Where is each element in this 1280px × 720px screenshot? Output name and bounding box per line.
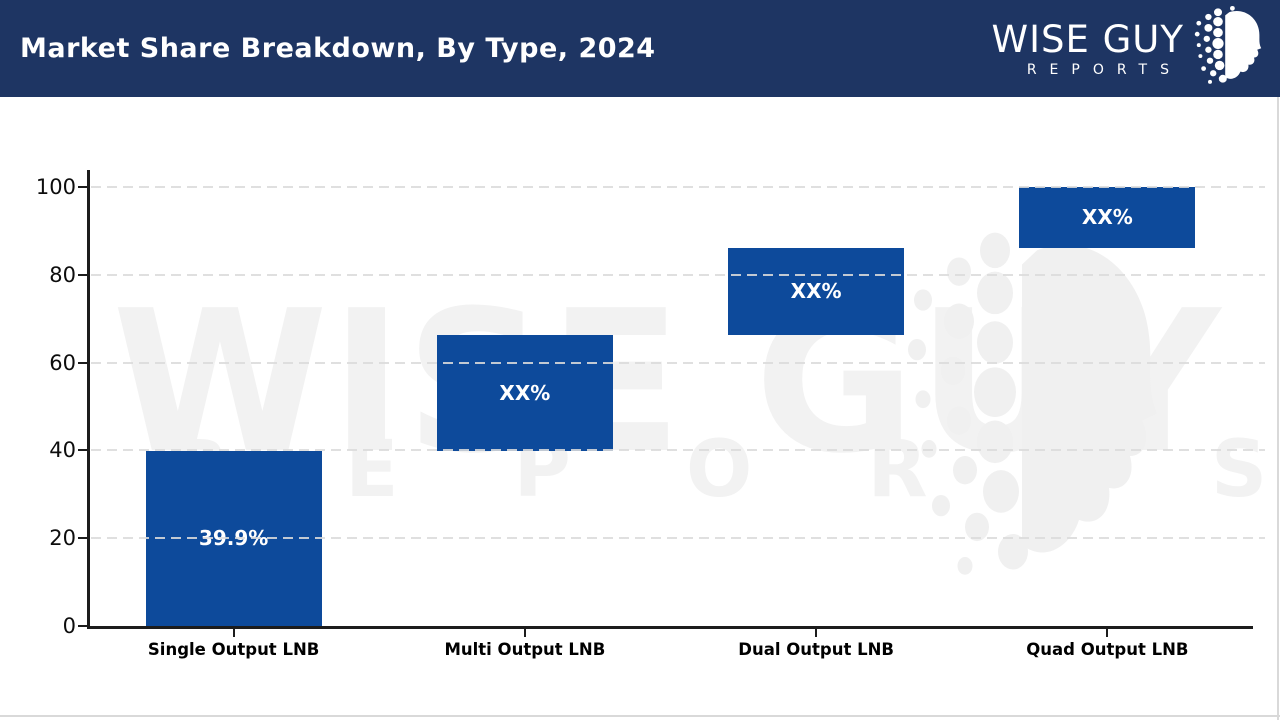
watermark-face-icon [908,232,1157,575]
y-tick [78,273,88,276]
bar-value-label: XX% [790,279,842,304]
y-axis-label: 0 [62,614,76,638]
y-axis-spine [86,170,90,629]
x-axis-label: Dual Output LNB [738,640,894,659]
x-tick [1106,628,1109,637]
x-axis-spine [86,625,1253,629]
bar-value-label: XX% [499,380,551,405]
bar-value-label: XX% [1081,205,1133,230]
x-tick [815,628,818,637]
y-tick [78,537,88,540]
y-tick [78,625,88,627]
y-axis-label: 100 [35,175,76,199]
y-tick [78,361,88,364]
logo-subtitle: REPORTS [1026,61,1182,78]
y-axis-label: 40 [49,438,76,463]
gridline [91,273,1265,276]
x-axis-label: Multi Output LNB [444,640,606,659]
bar-3: XX% [728,247,905,335]
wise-guy-face-icon [1194,5,1262,84]
bar-4: XX% [1019,187,1196,248]
logo-wordmark: WISE GUY [991,17,1184,61]
x-tick [232,628,235,637]
gridline [91,186,1265,188]
frame-bottom-border [0,715,1280,717]
gridline [91,537,1265,540]
x-tick [523,628,526,637]
logo-text: WISE GUY REPORTS [991,17,1184,78]
y-tick [78,449,88,452]
x-axis-label: Quad Output LNB [1026,640,1189,659]
y-axis-label: 60 [49,350,76,375]
y-tick [78,186,88,188]
y-axis-label: 80 [49,262,76,287]
bar-2: XX% [436,334,613,451]
gridline [91,449,1265,452]
y-axis-label: 20 [49,526,76,551]
logo: WISE GUY REPORTS [991,5,1266,92]
x-axis-label: Single Output LNB [147,640,320,659]
header: Market Share Breakdown, By Type, 2024 WI… [0,0,1280,97]
gridline [91,361,1265,364]
frame-right-border [1277,97,1279,720]
page-title: Market Share Breakdown, By Type, 2024 [20,33,656,64]
